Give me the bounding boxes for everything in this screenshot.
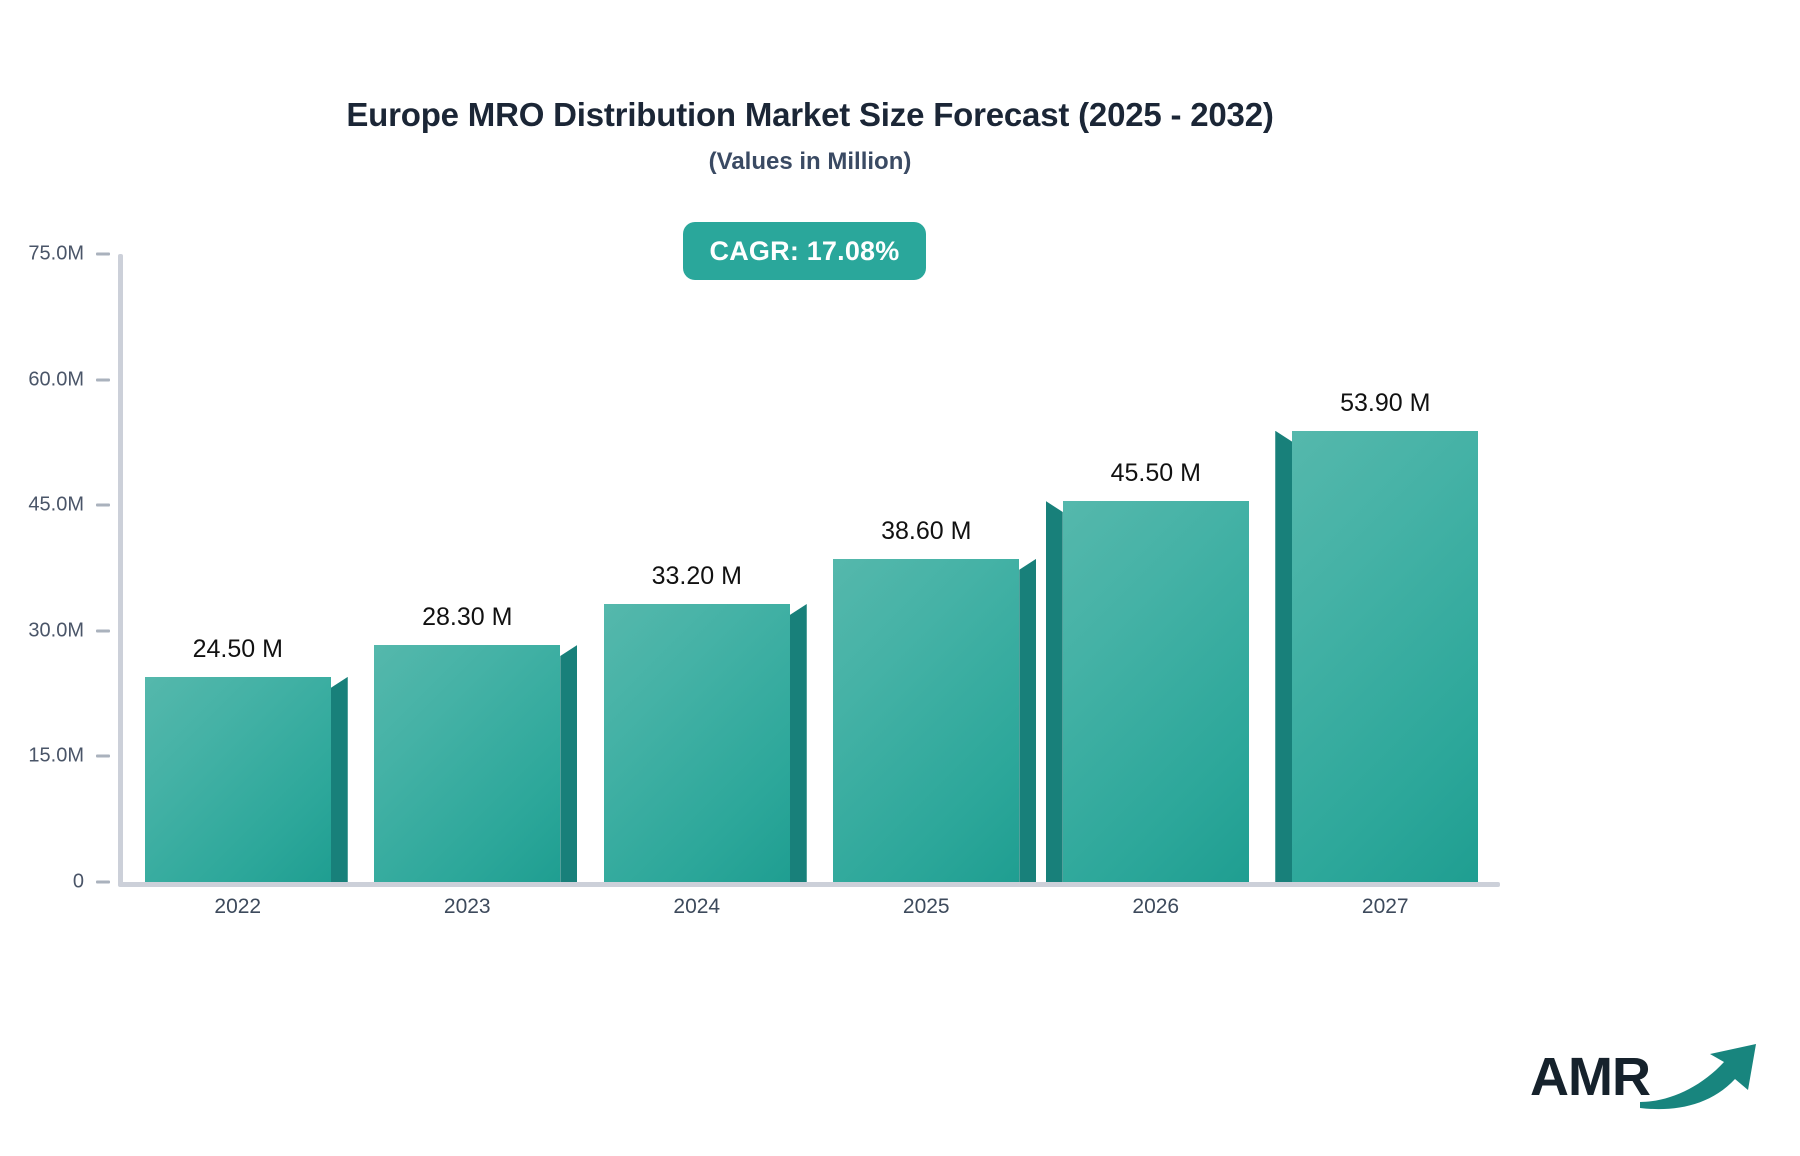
y-axis-tick-label: 45.0M: [28, 493, 84, 516]
bar-side-face: [789, 604, 807, 882]
page-title: Europe MRO Distribution Market Size Fore…: [346, 96, 1274, 133]
bar-front-face: [603, 604, 790, 882]
bar-value-label: 28.30 M: [422, 603, 513, 632]
y-axis-line: [118, 254, 123, 886]
bar-side-face: [330, 676, 348, 882]
bar[interactable]: 38.60 M: [833, 517, 1037, 882]
bar[interactable]: 45.50 M: [1045, 459, 1249, 882]
y-axis-tick-mark: [96, 754, 110, 758]
x-axis-label: 2027: [1361, 895, 1409, 918]
y-axis-tick: 0: [73, 871, 118, 894]
y-axis-tick: 15.0M: [28, 745, 118, 768]
x-axis-label: 2022: [214, 895, 262, 918]
x-axis-label: 2024: [673, 895, 721, 918]
amr-logo: AMR: [1530, 1044, 1770, 1118]
bar[interactable]: 33.20 M: [603, 562, 807, 882]
growth-arrow-icon: [1640, 1044, 1756, 1110]
y-axis-tick-label: 60.0M: [28, 368, 84, 391]
bar[interactable]: 24.50 M: [144, 635, 348, 882]
amr-logo-text: AMR: [1530, 1047, 1651, 1107]
bar[interactable]: 28.30 M: [374, 603, 578, 882]
y-axis-tick-mark: [96, 378, 110, 382]
y-axis-tick-label: 75.0M: [28, 242, 84, 265]
y-axis-tick-mark: [96, 252, 110, 256]
y-axis-tick: 60.0M: [28, 368, 118, 391]
bar[interactable]: 53.90 M: [1275, 389, 1479, 882]
x-axis-label: 2023: [443, 895, 491, 918]
y-axis-tick-mark: [96, 629, 110, 633]
bar-value-label: 53.90 M: [1340, 388, 1431, 417]
chart-subtitle: (Values in Million): [708, 148, 912, 175]
bar-side-face: [1045, 501, 1063, 882]
y-axis-tick-mark: [96, 880, 110, 884]
cagr-badge: CAGR: 17.08%: [683, 222, 926, 280]
bars-layer: 24.50 M 28.30 M 33.20 M 38.60 M 45.50 M 53.90…: [123, 254, 1500, 882]
x-axis-line: [118, 882, 1500, 887]
bar-value-label: 24.50 M: [192, 634, 283, 663]
bar-side-face: [1019, 558, 1037, 882]
x-axis-label: 2026: [1132, 895, 1180, 918]
y-axis-tick-label: 30.0M: [28, 619, 84, 642]
bar-front-face: [144, 676, 331, 882]
cagr-badge-label: CAGR: 17.08%: [709, 235, 900, 266]
bar-front-face: [833, 558, 1020, 882]
bar-side-face: [560, 645, 578, 882]
bar-front-face: [1292, 430, 1479, 882]
y-axis-tick-label: 15.0M: [28, 744, 84, 767]
y-axis-tick-label: 0: [72, 870, 84, 893]
x-axis-label: 2025: [902, 895, 950, 918]
plot-area: 75.0M 60.0M 45.0M 30.0M 15.0M 0 24.50 M 28.30 …: [28, 243, 1500, 893]
y-axis-tick-mark: [96, 503, 110, 507]
bar-value-label: 33.20 M: [651, 562, 742, 591]
bar-side-face: [1275, 430, 1293, 882]
y-axis-tick: 75.0M: [28, 243, 118, 266]
bar-value-label: 38.60 M: [881, 516, 972, 545]
bar-front-face: [1062, 501, 1249, 882]
bar-front-face: [374, 645, 561, 882]
y-axis-tick: 30.0M: [28, 619, 118, 642]
bar-value-label: 45.50 M: [1110, 459, 1201, 488]
y-axis-tick: 45.0M: [28, 494, 118, 517]
x-axis-labels: 2022 2023 2024 2025 2026 2027: [118, 895, 1500, 935]
